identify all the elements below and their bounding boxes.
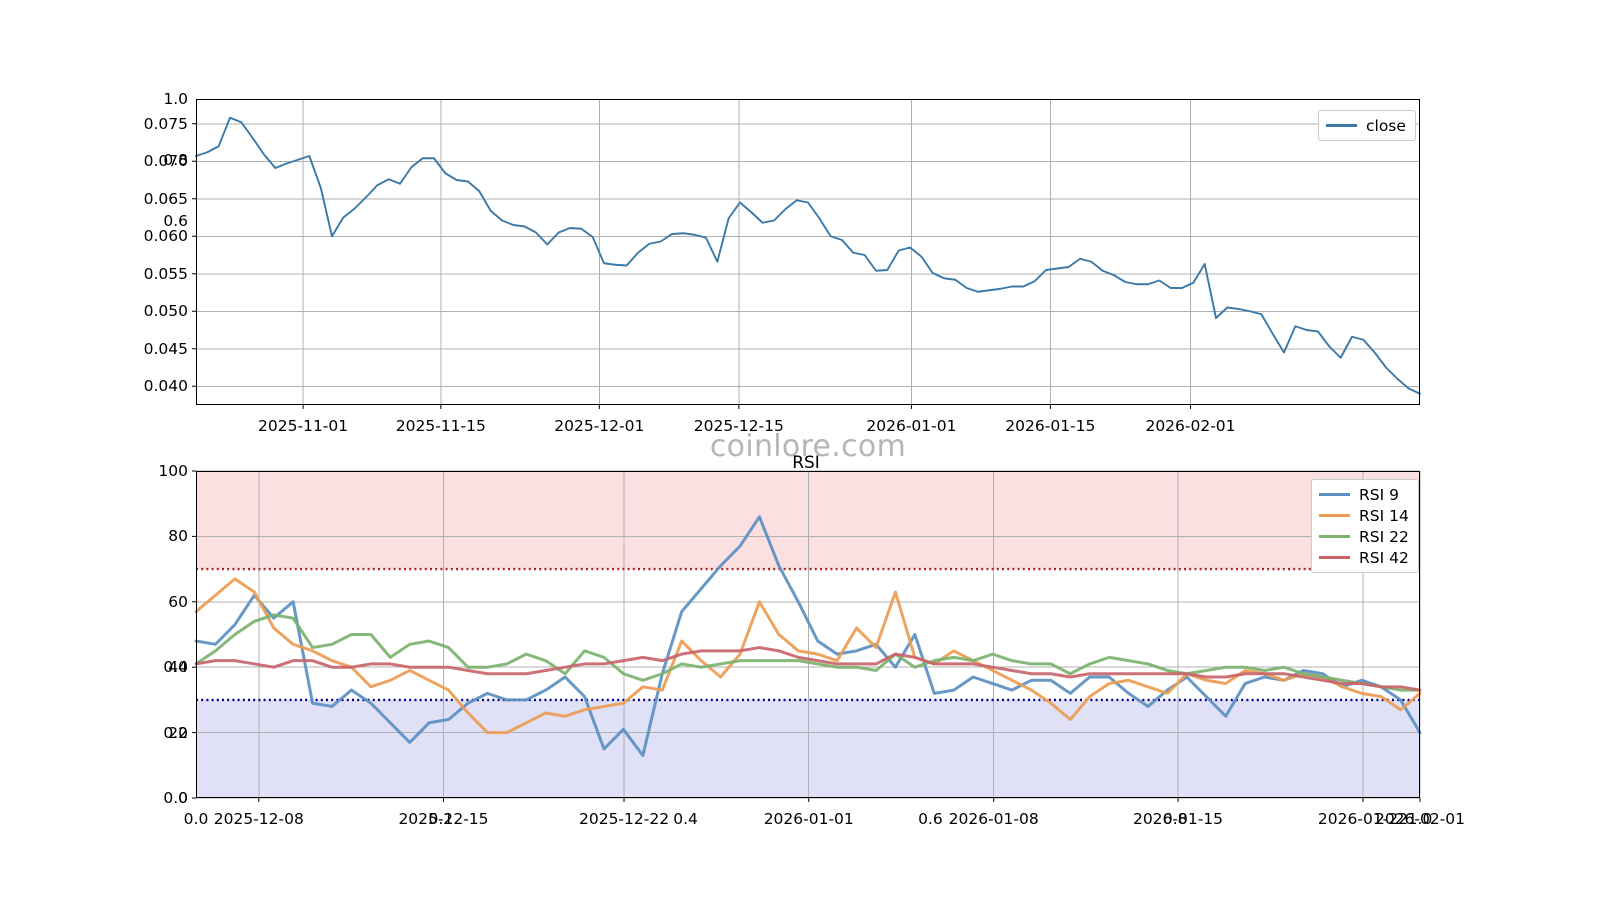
rsi-x-tick-label: 2026-01-08 bbox=[948, 810, 1039, 828]
price-x-tick-label: 2025-11-15 bbox=[395, 417, 486, 435]
price-y-overlay-tick-label: 0.6 bbox=[163, 212, 188, 231]
rsi-legend[interactable]: RSI 9 RSI 14 RSI 22 RSI 42 bbox=[1311, 479, 1419, 573]
price-y-overlay-tick-label: 1.0 bbox=[163, 90, 188, 108]
price-y-tick-label: 0.070 bbox=[143, 152, 188, 171]
rsi-x-overlay-tick-label: 1.0 bbox=[1407, 810, 1433, 828]
price-x-tick-label: 2026-01-01 bbox=[866, 417, 957, 435]
rsi-22-line bbox=[194, 613, 1422, 692]
rsi-y-tick-label: 0 bbox=[178, 789, 188, 807]
rsi-x-tick-label: 2026-01-01 bbox=[763, 810, 854, 828]
watermark-coinlore: coinlore.com bbox=[709, 429, 907, 464]
legend-label-rsi-14: RSI 14 bbox=[1359, 506, 1409, 525]
price-y-tick-label: 0.045 bbox=[143, 339, 188, 358]
rsi14-line-swatch bbox=[1319, 514, 1350, 517]
rsi-x-overlay-tick-label: 0.4 bbox=[673, 810, 698, 828]
price-y-tick-label: 0.060 bbox=[143, 227, 188, 246]
price-x-tick-label: 2025-11-01 bbox=[258, 417, 349, 435]
rsi42-line-swatch bbox=[1319, 556, 1350, 559]
rsi-x-tick-label: 2025-12-15 bbox=[398, 810, 489, 828]
price-y-overlay-tick-label: 0.8 bbox=[163, 151, 188, 170]
price-plot-frame bbox=[196, 99, 1420, 405]
rsi-9-line bbox=[194, 515, 1422, 757]
rsi-x-tick-label: 2026-01-15 bbox=[1132, 810, 1224, 828]
rsi-x-overlay-tick-label: 0.8 bbox=[1162, 810, 1188, 828]
rsi22-line-swatch bbox=[1319, 535, 1350, 538]
price-x-tick-label: 2026-01-15 bbox=[1005, 417, 1096, 435]
price-x-tick-label: 2026-02-01 bbox=[1145, 417, 1236, 435]
price-y-tick-label: 0.075 bbox=[143, 114, 188, 133]
rsi-y-tick-label: 20 bbox=[168, 723, 188, 742]
rsi-42-line bbox=[194, 646, 1422, 692]
rsi-y-tick-label: 80 bbox=[168, 527, 188, 546]
rsi-x-tick-label: 2026-01-22 bbox=[1317, 810, 1408, 828]
legend-item-rsi-42[interactable]: RSI 42 bbox=[1319, 548, 1409, 567]
legend-item-rsi-9[interactable]: RSI 9 bbox=[1319, 485, 1409, 504]
price-legend[interactable]: close bbox=[1318, 110, 1416, 141]
price-y-tick-label: 0.040 bbox=[143, 377, 188, 396]
price-y-tick-label: 0.050 bbox=[143, 302, 188, 321]
rsi-panel-title: RSI bbox=[792, 453, 820, 473]
legend-item-rsi-14[interactable]: RSI 14 bbox=[1319, 506, 1409, 525]
price-panel: 0.040 0.045 0.050 0.055 0.060 0.065 0.070 0.075… bbox=[143, 90, 1421, 435]
rsi-panel: 0 20 40 60 80 100 0.0 0.2 0.4 2025-12-08 2025-12… bbox=[0, 455, 1600, 900]
rsi-y-tick-label: 100 bbox=[158, 462, 188, 480]
legend-label-rsi-22: RSI 22 bbox=[1359, 527, 1409, 546]
rsi-14-line bbox=[194, 577, 1422, 735]
rsi-x-tick-label: 2025-12-22 bbox=[578, 810, 670, 828]
rsi-y-tick-label: 40 bbox=[168, 658, 188, 677]
legend-label-rsi-9: RSI 9 bbox=[1359, 485, 1399, 504]
rsi-plot-frame bbox=[196, 471, 1420, 798]
legend-label-close: close bbox=[1366, 116, 1406, 135]
price-x-tick-label: 2025-12-01 bbox=[554, 417, 645, 435]
rsi-x-overlay-tick-label: 0.6 bbox=[918, 810, 943, 828]
rsi-x-overlay-tick-label: 0.0 bbox=[183, 810, 209, 828]
price-y-tick-label: 0.065 bbox=[143, 189, 188, 208]
rsi-plot-svg bbox=[192, 470, 1422, 802]
legend-label-rsi-42: RSI 42 bbox=[1359, 548, 1409, 567]
close-price-line bbox=[195, 116, 1421, 395]
rsi-y-overlay-tick-label: 0.4 bbox=[163, 658, 188, 677]
rsi-x-overlay-tick-label: 0.2 bbox=[428, 810, 454, 828]
close-line-swatch bbox=[1326, 124, 1357, 127]
rsi-x-tick-label: 2026-02-01 bbox=[1374, 810, 1466, 828]
legend-item-rsi-22[interactable]: RSI 22 bbox=[1319, 527, 1409, 546]
legend-item-close[interactable]: close bbox=[1326, 116, 1406, 135]
price-x-tick-label: 2025-12-15 bbox=[693, 417, 784, 435]
rsi-y-overlay-tick-label: 0.0 bbox=[163, 789, 188, 807]
price-y-tick-label: 0.055 bbox=[143, 264, 188, 283]
rsi9-line-swatch bbox=[1319, 493, 1350, 496]
rsi-x-tick-label: 2025-12-08 bbox=[213, 810, 304, 828]
rsi-y-overlay-tick-label: 0.2 bbox=[163, 723, 188, 742]
rsi-y-tick-label: 60 bbox=[168, 592, 188, 611]
price-plot-svg bbox=[192, 99, 1421, 409]
